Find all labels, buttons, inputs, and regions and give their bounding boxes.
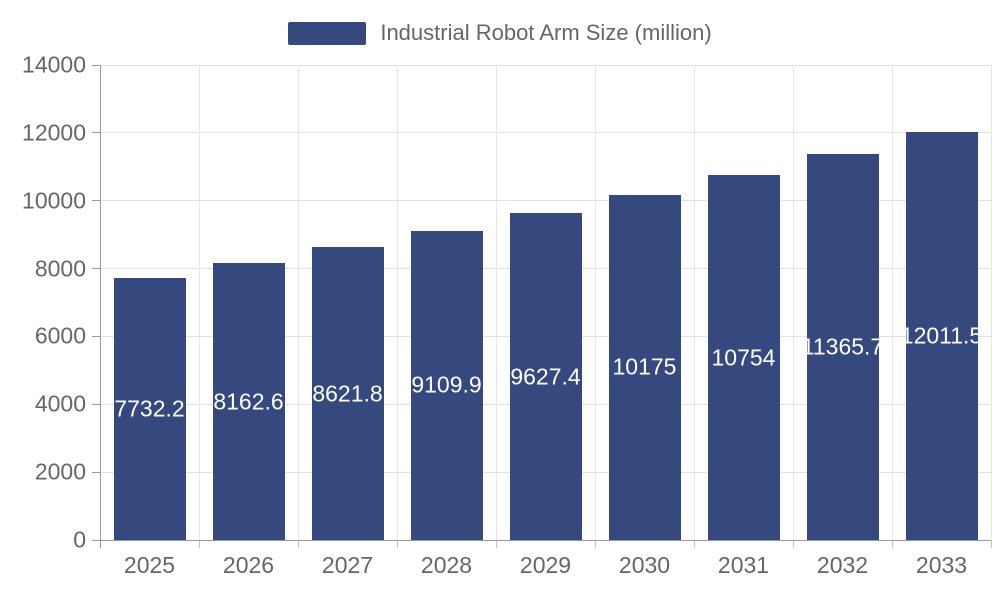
y-axis-tick	[92, 200, 100, 202]
legend: Industrial Robot Arm Size (million)	[0, 18, 1000, 48]
x-axis-tick	[891, 540, 893, 548]
y-axis-tick	[92, 132, 100, 134]
x-axis-tick	[495, 540, 497, 548]
bar-value-label: 11365.7	[807, 333, 879, 360]
x-gridline	[198, 65, 200, 540]
bar-2028[interactable]: 9109.9	[410, 230, 483, 540]
bar-value-label: 10754	[711, 344, 776, 371]
y-axis-label: 14000	[22, 51, 86, 78]
x-axis-label: 2025	[123, 552, 176, 578]
x-axis-tick	[198, 540, 200, 548]
x-axis-label: 2027	[321, 552, 374, 578]
y-axis-tick	[92, 471, 100, 473]
bar-2031[interactable]: 10754	[707, 175, 780, 540]
x-gridline	[792, 65, 794, 540]
x-gridline	[495, 65, 497, 540]
bar-value-label: 10175	[612, 353, 677, 380]
legend-swatch	[288, 21, 367, 45]
x-axis-tick	[396, 540, 398, 548]
x-gridline	[594, 65, 596, 540]
y-axis-label: 4000	[34, 390, 86, 417]
y-axis-tick	[92, 268, 100, 270]
y-axis-tick	[92, 539, 100, 541]
x-axis-tick	[693, 540, 695, 548]
bar-value-label: 7732.2	[114, 395, 185, 422]
x-axis-label: 2029	[519, 552, 572, 578]
y-axis-label: 0	[73, 526, 86, 553]
bar-value-label: 8621.8	[312, 380, 383, 407]
bar-value-label: 9627.4	[510, 363, 581, 390]
bar-2029[interactable]: 9627.4	[509, 213, 582, 540]
y-gridline	[100, 64, 991, 66]
y-axis-label: 12000	[22, 119, 86, 146]
legend-label: Industrial Robot Arm Size (million)	[380, 20, 712, 45]
plot-area: 0 2000 4000 6000 8000 10000 12000 14000 7732.2 81…	[22, 53, 992, 578]
y-gridline	[100, 200, 991, 202]
bar-2025[interactable]: 7732.2	[113, 277, 186, 540]
x-axis-tick	[990, 540, 992, 548]
bar-value-label: 12011.5	[905, 322, 978, 349]
x-axis-tick	[297, 540, 299, 548]
x-axis-label: 2031	[717, 552, 770, 578]
x-axis-label: 2030	[618, 552, 671, 578]
x-axis-label: 2033	[915, 552, 968, 578]
bar-2030[interactable]: 10175	[608, 194, 681, 540]
x-gridline	[396, 65, 398, 540]
y-axis-label: 2000	[34, 458, 86, 485]
y-gridline	[100, 132, 991, 134]
x-axis-label: 2028	[420, 552, 473, 578]
x-axis-tick	[792, 540, 794, 548]
x-axis-tick	[594, 540, 596, 548]
bar-2032[interactable]: 11365.7	[806, 154, 879, 540]
bar-2027[interactable]: 8621.8	[311, 247, 384, 540]
bar-2026[interactable]: 8162.6	[212, 263, 285, 540]
x-gridline	[891, 65, 893, 540]
x-axis-label: 2032	[816, 552, 869, 578]
y-axis-label: 8000	[34, 255, 86, 282]
y-axis-tick	[92, 335, 100, 337]
bar-2033[interactable]: 12011.5	[905, 132, 978, 540]
x-axis-line	[100, 540, 991, 541]
x-gridline	[990, 65, 992, 540]
bar-value-label: 9109.9	[411, 371, 482, 398]
legend-item[interactable]: Industrial Robot Arm Size (million)	[288, 20, 712, 46]
y-axis-tick	[92, 64, 100, 66]
bar-value-label: 8162.6	[213, 388, 284, 415]
x-gridline	[297, 65, 299, 540]
y-axis-line	[100, 65, 101, 548]
y-axis-label: 6000	[34, 322, 86, 349]
y-axis-label: 10000	[22, 187, 86, 214]
x-axis-label: 2026	[222, 552, 275, 578]
y-axis-tick	[92, 403, 100, 405]
x-gridline	[693, 65, 695, 540]
